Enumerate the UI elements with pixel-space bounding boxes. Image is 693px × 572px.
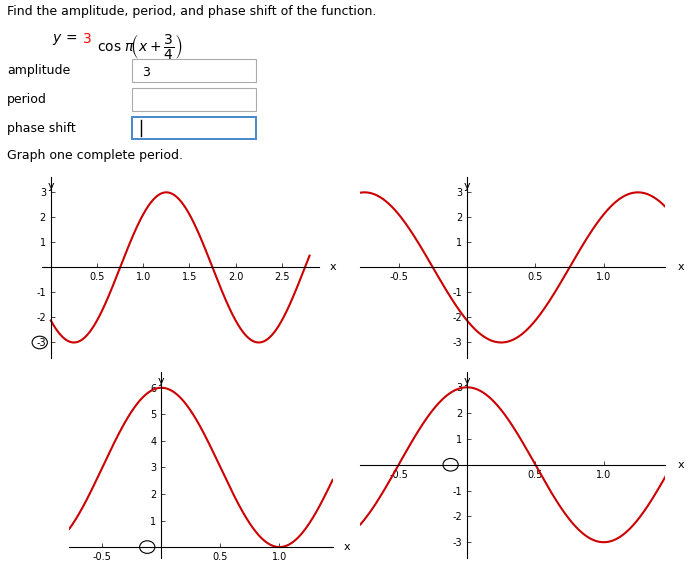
Text: $3$: $3$ — [82, 32, 91, 46]
Text: $y\,=\,$: $y\,=\,$ — [52, 32, 78, 47]
Text: x: x — [330, 263, 337, 272]
FancyBboxPatch shape — [132, 59, 256, 82]
Text: amplitude: amplitude — [7, 64, 70, 77]
Text: phase shift: phase shift — [7, 122, 76, 135]
Text: x: x — [343, 542, 350, 552]
Text: $\cos\,\pi\!\left(x + \dfrac{3}{4}\right)$: $\cos\,\pi\!\left(x + \dfrac{3}{4}\right… — [97, 32, 183, 61]
Text: y: y — [158, 376, 165, 386]
FancyBboxPatch shape — [132, 88, 256, 110]
Text: Graph one complete period.: Graph one complete period. — [7, 149, 183, 162]
Text: Find the amplitude, period, and phase shift of the function.: Find the amplitude, period, and phase sh… — [7, 5, 376, 18]
Text: y: y — [48, 181, 54, 191]
Text: 3: 3 — [142, 66, 150, 79]
Text: x: x — [678, 460, 684, 470]
Text: y: y — [464, 181, 471, 191]
Text: x: x — [678, 263, 684, 272]
FancyBboxPatch shape — [132, 117, 256, 140]
Text: y: y — [464, 376, 471, 386]
Text: period: period — [7, 93, 47, 106]
